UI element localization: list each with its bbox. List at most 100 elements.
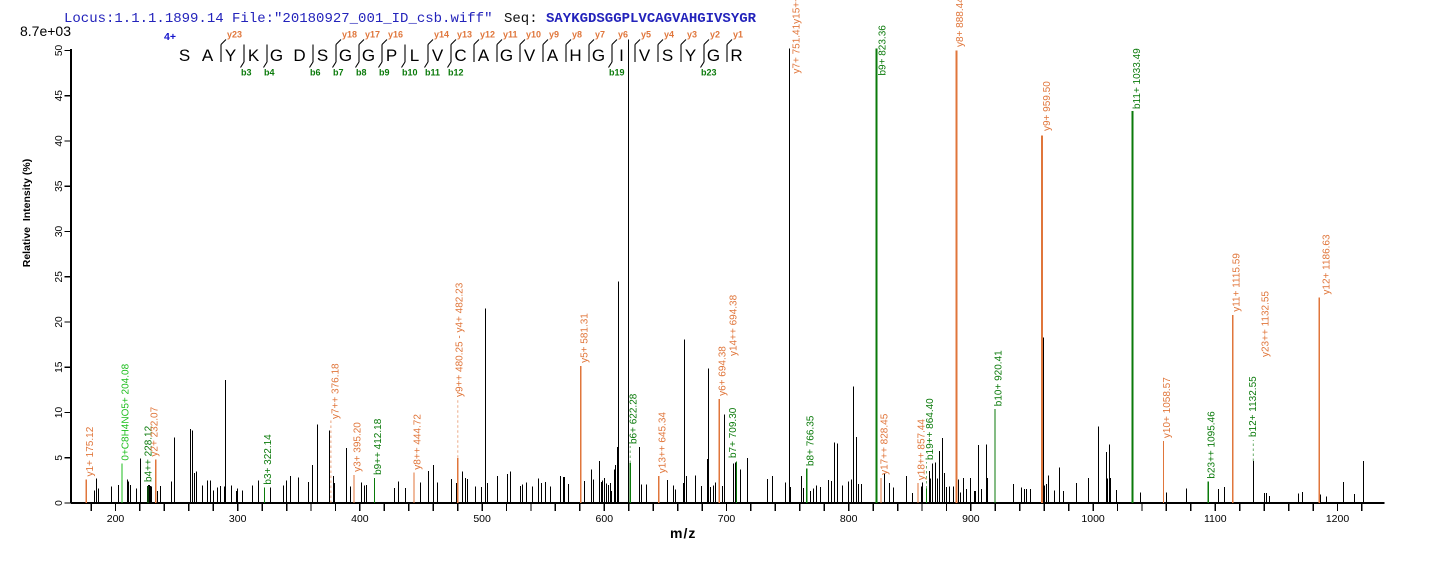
svg-text:y1: y1 <box>733 30 743 40</box>
svg-text:SAYKGDSGGPLVCAGVAHGIVSYGR: SAYKGDSGGPLVCAGVAHGIVSYGR <box>546 11 757 27</box>
svg-text:8.7e+03: 8.7e+03 <box>20 23 71 39</box>
svg-text:b6+ 622.28: b6+ 622.28 <box>629 393 640 444</box>
svg-text:800: 800 <box>840 513 858 525</box>
svg-text:b11: b11 <box>425 68 440 78</box>
svg-text:Y: Y <box>225 46 236 65</box>
svg-text:b10: b10 <box>402 68 418 78</box>
svg-text:y10+ 1058.57: y10+ 1058.57 <box>1162 377 1173 438</box>
svg-text:y18++ 857.44: y18++ 857.44 <box>917 419 928 481</box>
svg-text:b9: b9 <box>379 68 390 78</box>
svg-text:A: A <box>202 46 214 65</box>
svg-text:S: S <box>179 46 190 65</box>
svg-text:4+: 4+ <box>164 31 176 43</box>
svg-text:G: G <box>270 46 283 65</box>
svg-text:b9++ 412.18: b9++ 412.18 <box>373 418 384 475</box>
svg-text:Locus:1.1.1.1899.14 File:"2018: Locus:1.1.1.1899.14 File:"20180927_001_I… <box>64 11 492 27</box>
svg-text:1100: 1100 <box>1204 513 1227 525</box>
svg-text:y9+ 959.50: y9+ 959.50 <box>1042 81 1053 131</box>
svg-text:b3+ 322.14: b3+ 322.14 <box>263 434 274 485</box>
svg-text:L: L <box>410 46 419 65</box>
svg-text:b9+ 823.36: b9+ 823.36 <box>878 25 889 76</box>
svg-text:G: G <box>500 46 513 65</box>
svg-text:20: 20 <box>54 316 65 328</box>
svg-text:G: G <box>339 46 352 65</box>
svg-text:P: P <box>386 46 397 65</box>
svg-text:y6+ 694.38: y6+ 694.38 <box>718 346 729 396</box>
svg-text:S: S <box>317 46 328 65</box>
svg-text:0: 0 <box>54 500 65 506</box>
svg-text:y5: y5 <box>641 30 651 40</box>
svg-text:0+C8H4NO5+ 204.08: 0+C8H4NO5+ 204.08 <box>121 363 132 460</box>
svg-text:S: S <box>662 46 673 65</box>
svg-text:V: V <box>524 46 536 65</box>
svg-text:b19: b19 <box>609 68 625 78</box>
svg-text:y11+ 1115.59: y11+ 1115.59 <box>1231 253 1242 312</box>
svg-text:V: V <box>432 46 444 65</box>
svg-text:K: K <box>248 46 260 65</box>
svg-text:I: I <box>619 46 624 65</box>
svg-text:b12+ 1132.55: b12+ 1132.55 <box>1248 376 1259 437</box>
svg-text:D: D <box>293 46 305 65</box>
svg-text:y16: y16 <box>388 30 403 40</box>
svg-text:b3: b3 <box>241 68 252 78</box>
svg-text:y3+ 395.20: y3+ 395.20 <box>353 422 364 472</box>
svg-text:y4: y4 <box>664 30 674 40</box>
svg-text:y7++ 376.18: y7++ 376.18 <box>330 363 341 419</box>
svg-text:40: 40 <box>54 135 65 147</box>
svg-text:y17: y17 <box>365 30 380 40</box>
svg-text:y5+ 581.31: y5+ 581.31 <box>579 313 590 363</box>
svg-text:15: 15 <box>54 361 65 373</box>
svg-text:y14: y14 <box>434 30 449 40</box>
svg-text:30: 30 <box>54 226 65 238</box>
svg-text:y9: y9 <box>549 30 559 40</box>
svg-text:1200: 1200 <box>1326 513 1350 525</box>
svg-text:y8+ 888.44: y8+ 888.44 <box>955 0 966 47</box>
svg-text:C: C <box>454 46 466 65</box>
svg-text:b11+ 1033.49: b11+ 1033.49 <box>1132 48 1143 109</box>
svg-text:R: R <box>730 46 742 65</box>
svg-text:300: 300 <box>229 513 247 525</box>
svg-text:b19++ 864.40: b19++ 864.40 <box>925 398 936 460</box>
svg-text:y23++ 1132.55: y23++ 1132.55 <box>1261 291 1272 357</box>
svg-text:y3: y3 <box>687 30 697 40</box>
svg-text:10: 10 <box>54 407 65 419</box>
svg-text:m/z: m/z <box>670 525 696 541</box>
svg-text:y2: y2 <box>710 30 720 40</box>
svg-text:y13++ 645.34: y13++ 645.34 <box>657 412 668 474</box>
svg-text:25: 25 <box>54 271 65 283</box>
svg-text:y10: y10 <box>526 30 541 40</box>
svg-text:b7+ 709.30: b7+ 709.30 <box>728 407 739 458</box>
svg-text:y6: y6 <box>618 30 628 40</box>
svg-text:y8: y8 <box>572 30 582 40</box>
svg-text:y1+ 175.12: y1+ 175.12 <box>85 426 96 476</box>
svg-text:b23: b23 <box>701 68 717 78</box>
svg-text:y23: y23 <box>227 30 242 40</box>
svg-text:y17++ 828.45: y17++ 828.45 <box>880 413 891 475</box>
svg-text:Relative Intensity (%): Relative Intensity (%) <box>21 159 33 268</box>
svg-text:y9++ 480.25 - y4+ 482.23: y9++ 480.25 - y4+ 482.23 <box>454 282 465 397</box>
svg-text:b8+ 766.35: b8+ 766.35 <box>805 415 816 466</box>
svg-text:600: 600 <box>596 513 614 525</box>
svg-text:A: A <box>547 46 559 65</box>
svg-text:A: A <box>478 46 490 65</box>
svg-text:y13: y13 <box>457 30 472 40</box>
svg-text:y12: y12 <box>480 30 495 40</box>
svg-text:y11: y11 <box>503 30 518 40</box>
svg-text:V: V <box>639 46 651 65</box>
svg-text:b6: b6 <box>310 68 321 78</box>
svg-text:b7: b7 <box>333 68 344 78</box>
svg-text:G: G <box>362 46 375 65</box>
svg-text:b8: b8 <box>356 68 367 78</box>
svg-text:y2+ 232.07: y2+ 232.07 <box>149 406 160 456</box>
svg-text:y8++ 444.72: y8++ 444.72 <box>413 414 424 470</box>
svg-text:1000: 1000 <box>1081 513 1105 525</box>
svg-text:G: G <box>707 46 720 65</box>
svg-text:b10+ 920.41: b10+ 920.41 <box>994 350 1005 406</box>
svg-text:Y: Y <box>685 46 696 65</box>
svg-text:b4++ 228.12: b4++ 228.12 <box>144 425 155 482</box>
svg-text:35: 35 <box>54 180 65 192</box>
svg-text:G: G <box>592 46 605 65</box>
svg-text:700: 700 <box>718 513 736 525</box>
svg-text:900: 900 <box>962 513 980 525</box>
svg-text:H: H <box>569 46 581 65</box>
